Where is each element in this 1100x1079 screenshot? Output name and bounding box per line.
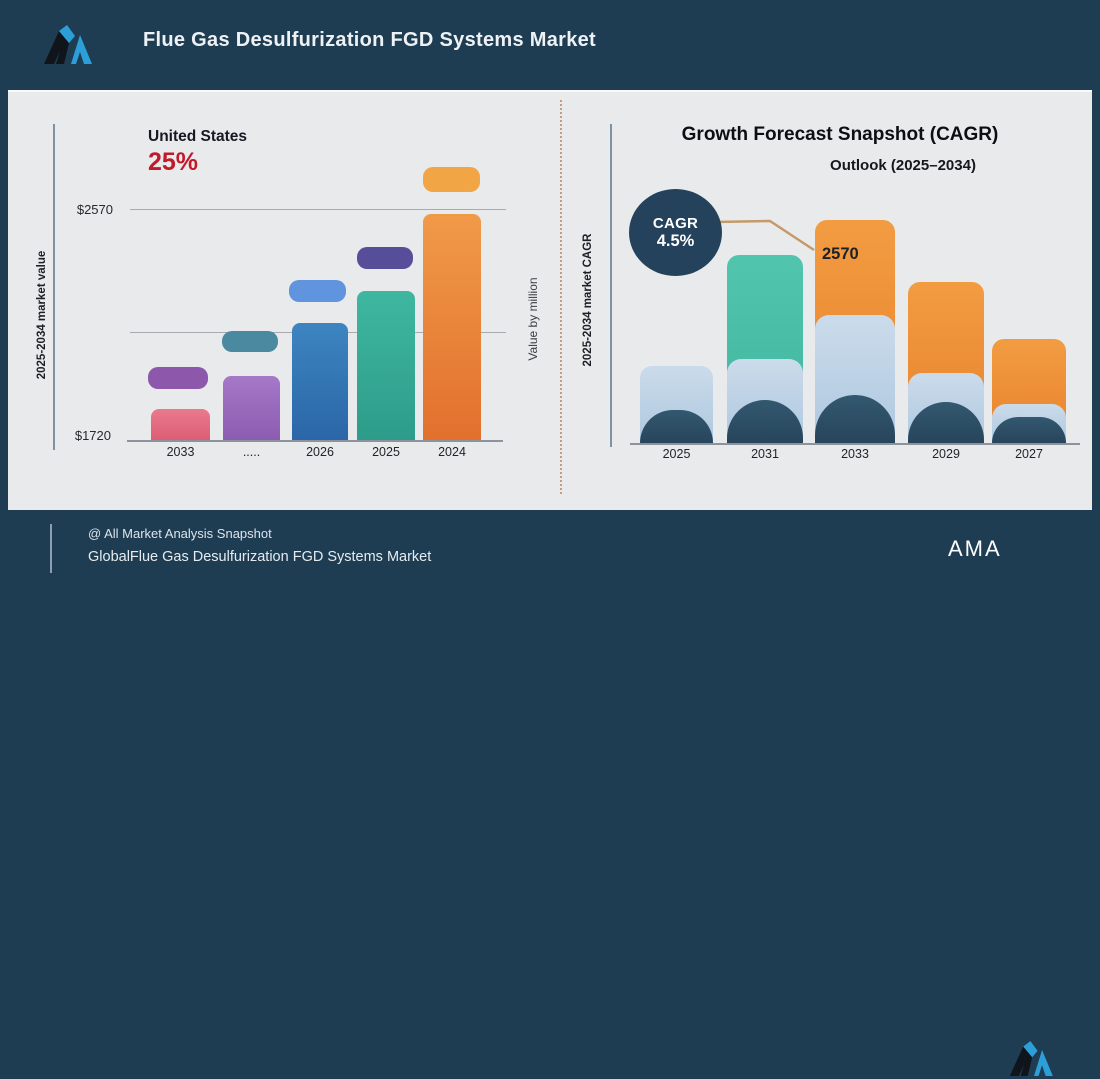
bar-cap-..... bbox=[222, 331, 278, 352]
left-y-axis-line bbox=[53, 124, 55, 450]
x-tick-2031: 2031 bbox=[751, 447, 779, 461]
y-tick-1720: $1720 bbox=[74, 428, 111, 443]
bar-cap-2025 bbox=[357, 247, 413, 269]
bar-cap-2026 bbox=[289, 280, 346, 302]
header-bar: Flue Gas Desulfurization FGD Systems Mar… bbox=[0, 0, 1100, 90]
right-x-axis-line bbox=[630, 443, 1080, 445]
x-tick-2026: 2026 bbox=[306, 445, 334, 459]
left-right-axis-label: Value by million bbox=[526, 277, 540, 361]
section-divider bbox=[560, 100, 562, 494]
cagr-badge-title: CAGR bbox=[652, 214, 699, 232]
cagr-badge-value: 4.5% bbox=[656, 231, 695, 250]
x-tick-2025: 2025 bbox=[372, 445, 400, 459]
peak-value-label: 2570 bbox=[822, 245, 859, 263]
bar-2026 bbox=[292, 323, 348, 440]
x-tick-2027: 2027 bbox=[1015, 447, 1043, 461]
footer-bar: @ All Market Analysis Snapshot GlobalFlu… bbox=[0, 510, 1100, 1077]
right-y-axis-line bbox=[610, 124, 612, 447]
bar-2025 bbox=[357, 291, 415, 440]
left-x-axis-line bbox=[127, 440, 503, 442]
cagr-badge: CAGR 4.5% bbox=[629, 189, 722, 276]
bar-2033 bbox=[151, 409, 210, 440]
y-tick-2570: $2570 bbox=[76, 202, 113, 217]
ama-logo-icon bbox=[1009, 1041, 1053, 1077]
x-tick-2033: 2033 bbox=[841, 447, 869, 461]
footer-brand-text: AMA bbox=[948, 536, 1002, 561]
share-value: 25% bbox=[148, 148, 199, 176]
region-label: United States bbox=[148, 128, 248, 145]
x-tick-.....: ..... bbox=[242, 445, 261, 459]
x-tick-2025: 2025 bbox=[662, 447, 691, 461]
bar-..... bbox=[223, 376, 280, 440]
bar-base-segment-2027 bbox=[992, 417, 1066, 443]
left-y-axis-label: 2025-2034 market value bbox=[36, 250, 48, 380]
ama-logo-icon bbox=[44, 25, 92, 64]
right-chart-subtitle: Outlook (2025–2034) bbox=[830, 157, 976, 174]
x-tick-2024: 2024 bbox=[438, 445, 466, 459]
x-tick-2033: 2033 bbox=[166, 445, 195, 459]
bar-2024 bbox=[423, 214, 481, 440]
chart-panel: 2025-2034 market value United States 25%… bbox=[8, 90, 1092, 510]
right-y-axis-label: 2025-2034 market CAGR bbox=[582, 233, 594, 367]
bar-cap-2024 bbox=[423, 167, 480, 192]
footer-divider-line bbox=[50, 524, 52, 573]
footer-snapshot-text: @ All Market Analysis Snapshot bbox=[88, 526, 272, 541]
right-chart-title: Growth Forecast Snapshot (CAGR) bbox=[681, 124, 999, 145]
footer-report-title: GlobalFlue Gas Desulfurization FGD Syste… bbox=[88, 549, 432, 565]
x-tick-2029: 2029 bbox=[932, 447, 960, 461]
page-title: Flue Gas Desulfurization FGD Systems Mar… bbox=[143, 29, 597, 51]
gridline-top bbox=[130, 209, 506, 210]
bar-cap-2033 bbox=[148, 367, 208, 389]
